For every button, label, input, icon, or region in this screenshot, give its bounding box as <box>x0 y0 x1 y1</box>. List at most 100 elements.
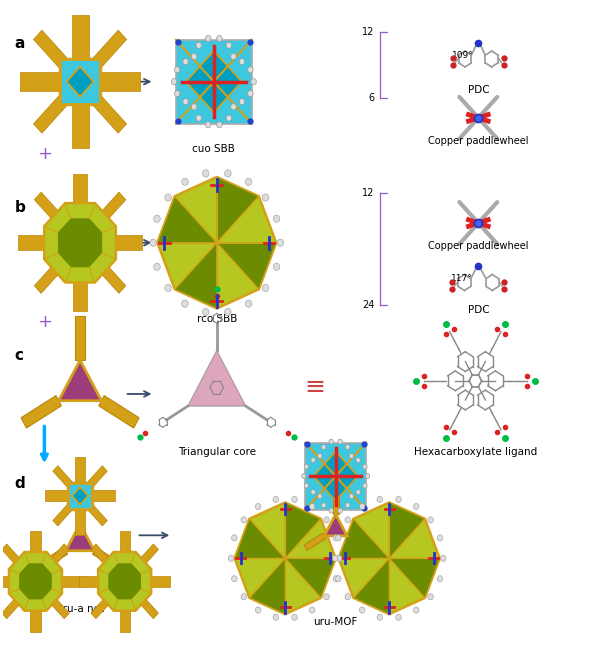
Polygon shape <box>9 552 62 611</box>
Circle shape <box>245 178 252 186</box>
Polygon shape <box>45 491 115 501</box>
Circle shape <box>396 614 401 621</box>
Polygon shape <box>19 564 52 599</box>
Circle shape <box>349 453 353 459</box>
Circle shape <box>205 122 211 128</box>
Circle shape <box>311 490 316 495</box>
Polygon shape <box>77 239 126 294</box>
Circle shape <box>338 508 343 513</box>
Polygon shape <box>67 67 94 97</box>
Polygon shape <box>35 575 81 587</box>
Circle shape <box>175 67 180 73</box>
Circle shape <box>302 473 306 479</box>
Circle shape <box>217 122 222 128</box>
Circle shape <box>329 439 334 444</box>
Circle shape <box>346 503 350 508</box>
Polygon shape <box>2 544 38 584</box>
Polygon shape <box>44 204 116 282</box>
Polygon shape <box>125 575 170 587</box>
Circle shape <box>335 575 341 582</box>
Circle shape <box>183 58 188 65</box>
Polygon shape <box>80 235 142 251</box>
Polygon shape <box>76 494 83 524</box>
Polygon shape <box>41 548 68 569</box>
Polygon shape <box>108 564 141 599</box>
Circle shape <box>335 535 341 541</box>
Polygon shape <box>338 519 389 558</box>
Polygon shape <box>66 524 94 551</box>
Polygon shape <box>73 243 87 311</box>
Circle shape <box>322 503 326 508</box>
Polygon shape <box>324 514 347 536</box>
Polygon shape <box>91 544 127 584</box>
Circle shape <box>324 593 329 600</box>
Circle shape <box>171 79 177 85</box>
Circle shape <box>273 614 278 621</box>
Polygon shape <box>75 316 85 360</box>
Polygon shape <box>186 51 242 113</box>
Polygon shape <box>34 30 127 133</box>
Circle shape <box>345 517 350 523</box>
Circle shape <box>338 439 343 444</box>
Circle shape <box>191 54 197 60</box>
Text: c: c <box>14 348 23 363</box>
Circle shape <box>322 445 326 450</box>
Polygon shape <box>285 558 335 598</box>
Circle shape <box>311 457 316 463</box>
Circle shape <box>196 115 202 121</box>
Circle shape <box>273 263 280 271</box>
Polygon shape <box>0 575 35 587</box>
Circle shape <box>150 239 157 247</box>
Circle shape <box>232 535 237 541</box>
Text: ≡: ≡ <box>304 375 325 399</box>
Circle shape <box>273 215 280 222</box>
Circle shape <box>154 263 160 271</box>
Text: PDC: PDC <box>467 85 489 95</box>
Circle shape <box>256 607 261 613</box>
Polygon shape <box>68 483 92 509</box>
Circle shape <box>440 555 446 562</box>
Circle shape <box>277 239 284 247</box>
Polygon shape <box>235 503 335 614</box>
Circle shape <box>428 593 433 600</box>
Circle shape <box>273 497 278 503</box>
Polygon shape <box>34 239 83 294</box>
Circle shape <box>182 178 188 186</box>
Circle shape <box>205 36 211 42</box>
Polygon shape <box>333 491 338 514</box>
Polygon shape <box>33 544 69 584</box>
Circle shape <box>239 58 245 65</box>
Circle shape <box>346 445 350 450</box>
Polygon shape <box>77 192 126 247</box>
Circle shape <box>245 300 252 307</box>
Polygon shape <box>389 558 440 598</box>
Polygon shape <box>119 531 130 581</box>
Circle shape <box>359 607 365 613</box>
Polygon shape <box>20 72 140 91</box>
Polygon shape <box>175 243 217 308</box>
Circle shape <box>317 494 322 499</box>
Circle shape <box>241 593 247 600</box>
Polygon shape <box>353 558 389 614</box>
Circle shape <box>231 103 236 110</box>
Polygon shape <box>2 579 38 619</box>
Text: cuo SBB: cuo SBB <box>193 144 235 154</box>
Circle shape <box>329 508 334 513</box>
Circle shape <box>396 497 401 503</box>
Circle shape <box>356 490 361 495</box>
Circle shape <box>304 464 308 469</box>
Polygon shape <box>9 552 62 611</box>
Text: Hexacarboxylate ligand: Hexacarboxylate ligand <box>414 447 537 457</box>
Polygon shape <box>235 519 285 558</box>
Polygon shape <box>31 581 41 632</box>
Circle shape <box>304 483 308 488</box>
Polygon shape <box>58 218 102 267</box>
Circle shape <box>232 575 237 582</box>
Polygon shape <box>99 396 139 428</box>
Text: +: + <box>37 313 52 331</box>
Circle shape <box>154 215 160 222</box>
Polygon shape <box>19 564 52 599</box>
Text: Triangular core: Triangular core <box>178 447 256 457</box>
Text: Copper paddlewheel: Copper paddlewheel <box>428 241 529 251</box>
Polygon shape <box>72 487 88 505</box>
